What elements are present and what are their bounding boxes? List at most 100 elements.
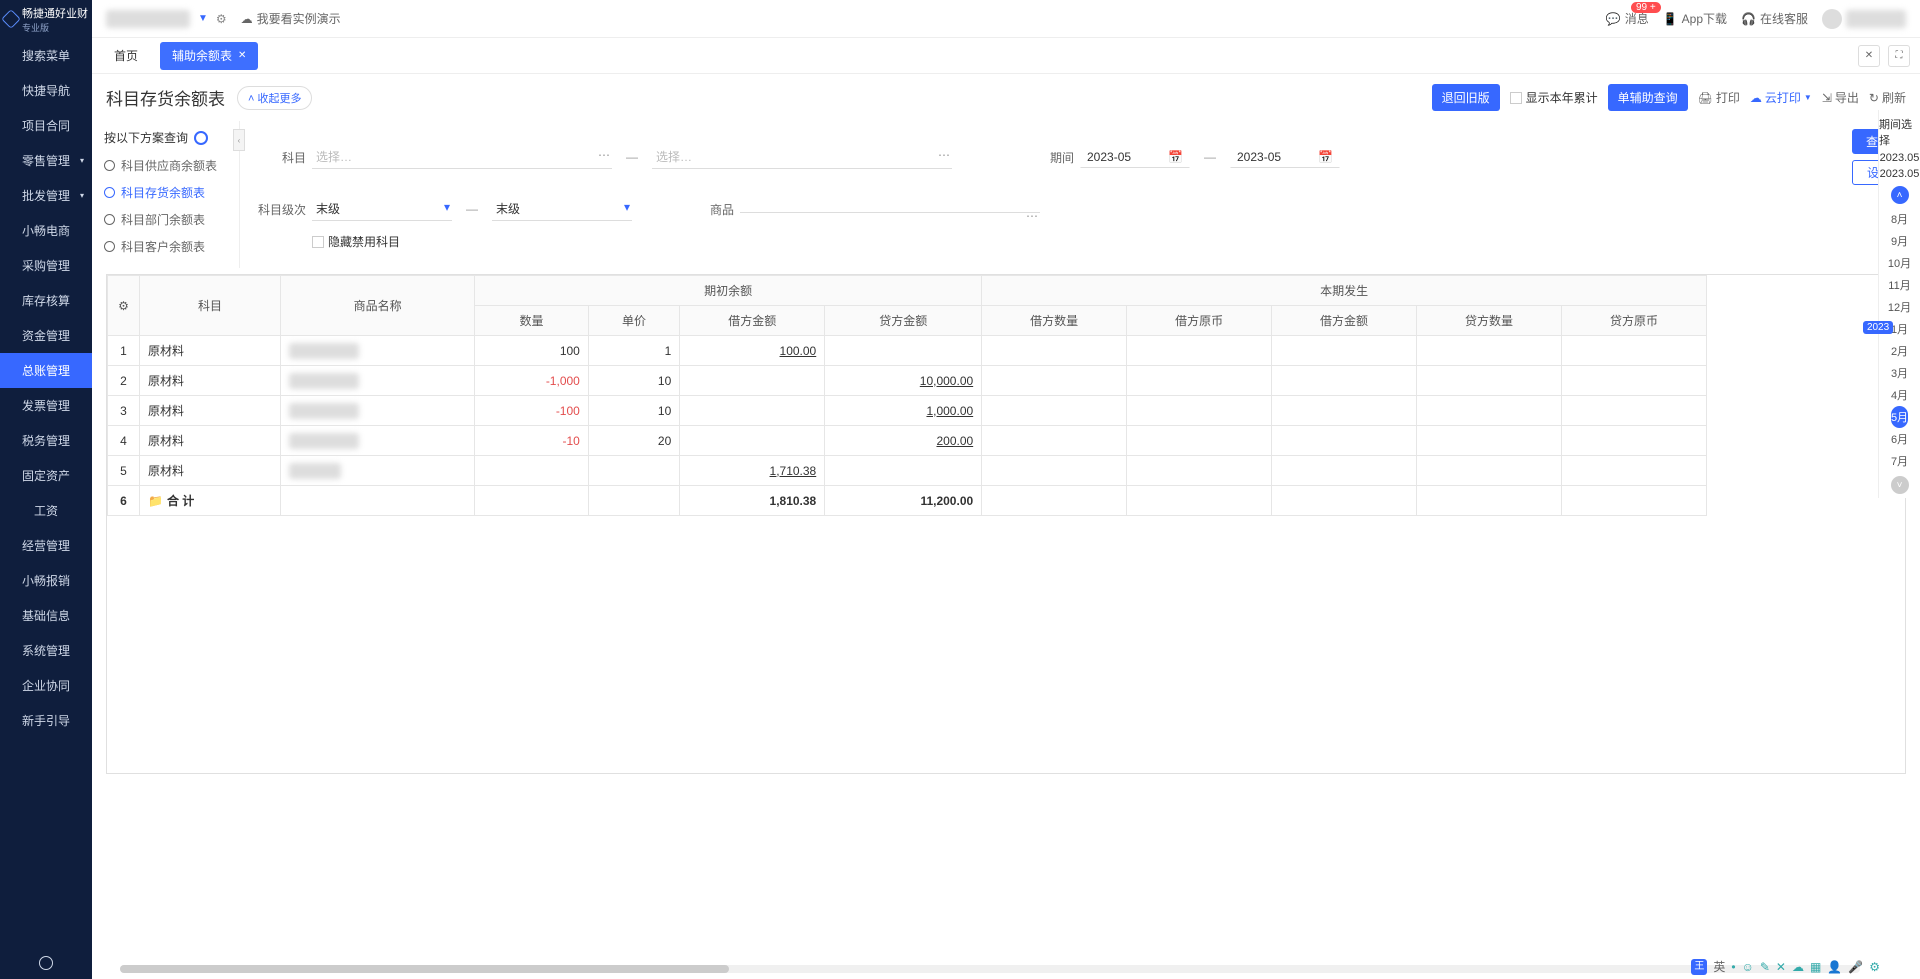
user-menu[interactable]: xxxx — [1822, 9, 1906, 29]
phone-icon: 📱 — [1663, 12, 1678, 26]
table-row[interactable]: 5原材料xx1,710.38 — [108, 456, 1707, 486]
table-row[interactable]: 1原材料xxxxx1001100.00 — [108, 336, 1707, 366]
nav-item[interactable]: 税务管理 — [0, 423, 92, 458]
month-item[interactable]: 8月 — [1887, 208, 1912, 230]
nav-item[interactable]: 系统管理 — [0, 633, 92, 668]
col-product: 商品名称 — [281, 276, 475, 336]
table-row[interactable]: 2原材料xxxxx-1,0001010,000.00 — [108, 366, 1707, 396]
nav-item[interactable]: 工资 — [0, 493, 92, 528]
tab-active[interactable]: 辅助余额表 ✕ — [160, 42, 258, 70]
scheme-item[interactable]: 科目客户余额表 — [104, 233, 239, 260]
cloud-print-button[interactable]: ☁云打印 ▼ — [1750, 89, 1812, 106]
print-button[interactable]: 🖨打印 — [1698, 89, 1740, 106]
nav-item[interactable]: 零售管理▾ — [0, 143, 92, 178]
product-input[interactable]: ⋯ — [740, 206, 1040, 213]
nav-item[interactable]: 资金管理 — [0, 318, 92, 353]
scroll-up-button[interactable]: ˄ — [1891, 186, 1909, 204]
messages-button[interactable]: 💬 消息 99 + — [1606, 10, 1649, 27]
hide-disabled-checkbox[interactable]: 隐藏禁用科目 — [312, 233, 400, 250]
message-icon: 💬 — [1606, 12, 1621, 26]
month-item[interactable]: 2月 — [1887, 340, 1912, 362]
nav-item[interactable]: 经营管理 — [0, 528, 92, 563]
period-label: 期间 — [1022, 149, 1074, 166]
period-to: 2023.05 — [1880, 166, 1920, 182]
scheme-panel: 按以下方案查询 ‹ 科目供应商余额表科目存货余额表科目部门余额表科目客户余额表 — [92, 121, 240, 268]
month-item[interactable]: 10月 — [1887, 252, 1912, 274]
month-item[interactable]: 9月 — [1887, 230, 1912, 252]
nav-item[interactable]: 快捷导航 — [0, 73, 92, 108]
nav-item[interactable]: 小畅电商 — [0, 213, 92, 248]
month-item[interactable]: 1月2023 — [1887, 318, 1912, 340]
single-query-button[interactable]: 单辅助查询 — [1608, 84, 1688, 111]
month-item[interactable]: 12月 — [1887, 296, 1912, 318]
table-row[interactable]: 3原材料xxxxx-100101,000.00 — [108, 396, 1707, 426]
nav-item[interactable]: 搜索菜单 — [0, 38, 92, 73]
scheme-item[interactable]: 科目供应商余额表 — [104, 152, 239, 179]
nav-item[interactable]: 采购管理 — [0, 248, 92, 283]
avatar-icon — [1822, 9, 1842, 29]
page-header: 科目存货余额表 ˄ 收起更多 退回旧版 显示本年累计 单辅助查询 🖨打印 ☁云打… — [92, 74, 1920, 121]
refresh-button[interactable]: ↻刷新 — [1869, 89, 1906, 106]
download-label: App下载 — [1682, 10, 1727, 27]
brand-name: 畅捷通好业财 — [22, 5, 88, 21]
logo: 畅捷通好业财 专业版 — [0, 0, 92, 38]
show-year-checkbox[interactable]: 显示本年累计 — [1510, 89, 1598, 106]
nav-item[interactable]: 固定资产 — [0, 458, 92, 493]
subject-from-input[interactable]: 选择…⋯ — [312, 145, 612, 169]
collapse-scheme-button[interactable]: ‹ — [233, 129, 245, 151]
collapse-more-button[interactable]: ˄ 收起更多 — [237, 86, 312, 110]
more-icon: ⋯ — [938, 148, 950, 162]
export-icon: ⇲ — [1822, 91, 1832, 105]
table-row[interactable]: 4原材料xxxxx-1020200.00 — [108, 426, 1707, 456]
scheme-item[interactable]: 科目部门余额表 — [104, 206, 239, 233]
col-subject: 科目 — [140, 276, 281, 336]
cloud-icon: ☁ — [1750, 91, 1762, 105]
nav-item[interactable]: 库存核算 — [0, 283, 92, 318]
nav-item[interactable]: 新手引导 — [0, 703, 92, 738]
filter-section: 按以下方案查询 ‹ 科目供应商余额表科目存货余额表科目部门余额表科目客户余额表 … — [92, 121, 1920, 268]
level-to-select[interactable]: 末级▾ — [492, 197, 632, 221]
month-item[interactable]: 7月 — [1887, 450, 1912, 472]
org-selector[interactable]: xxxxxx ▼ ⚙ — [106, 10, 227, 28]
calendar-icon: 📅 — [1168, 150, 1183, 164]
export-button[interactable]: ⇲导出 — [1822, 89, 1859, 106]
nav-item[interactable]: 基础信息 — [0, 598, 92, 633]
calendar-icon: 📅 — [1318, 150, 1333, 164]
nav-item[interactable]: 小畅报销 — [0, 563, 92, 598]
demo-link[interactable]: ☁ 我要看实例演示 — [241, 10, 341, 27]
level-from-select[interactable]: 末级▾ — [312, 197, 452, 221]
col-group-opening: 期初余额 — [475, 276, 982, 306]
fullscreen-button[interactable]: ⛶ — [1888, 45, 1910, 67]
print-icon: 🖨 — [1698, 91, 1713, 105]
horizontal-scrollbar[interactable] — [120, 965, 1860, 973]
month-item[interactable]: 3月 — [1887, 362, 1912, 384]
nav-item[interactable]: 总账管理 — [0, 353, 92, 388]
config-column-button[interactable]: ⚙ — [108, 276, 140, 336]
cloud-icon: ☁ — [241, 12, 253, 26]
date-to-input[interactable]: 2023-05📅 — [1230, 146, 1340, 168]
subject-to-input[interactable]: 选择…⋯ — [652, 145, 952, 169]
nav-item[interactable]: 项目合同 — [0, 108, 92, 143]
month-item[interactable]: 6月 — [1887, 428, 1912, 450]
close-all-button[interactable]: ✕ — [1858, 45, 1880, 67]
month-item[interactable]: 11月 — [1887, 274, 1912, 296]
settings-button[interactable] — [0, 947, 92, 979]
close-icon[interactable]: ✕ — [238, 50, 246, 61]
download-button[interactable]: 📱 App下载 — [1663, 10, 1727, 27]
old-version-button[interactable]: 退回旧版 — [1432, 84, 1500, 111]
org-settings-icon[interactable]: ⚙ — [216, 12, 227, 26]
nav-item[interactable]: 企业协同 — [0, 668, 92, 703]
month-item[interactable]: 5月 — [1891, 406, 1908, 428]
period-rail: 期间选择 2023.05 2023.05 ˄ 8月9月10月11月12月1月20… — [1878, 110, 1920, 498]
service-button[interactable]: 🎧 在线客服 — [1741, 10, 1808, 27]
tab-home[interactable]: 首页 — [102, 42, 150, 70]
scroll-down-button[interactable]: ˅ — [1891, 476, 1909, 494]
month-item[interactable]: 4月 — [1887, 384, 1912, 406]
scheme-item[interactable]: 科目存货余额表 — [104, 179, 239, 206]
nav-item[interactable]: 批发管理▾ — [0, 178, 92, 213]
date-from-input[interactable]: 2023-05📅 — [1080, 146, 1190, 168]
scrollbar-thumb[interactable] — [120, 965, 729, 973]
headset-icon: 🎧 — [1741, 12, 1756, 26]
col-group-period: 本期发生 — [982, 276, 1707, 306]
nav-item[interactable]: 发票管理 — [0, 388, 92, 423]
